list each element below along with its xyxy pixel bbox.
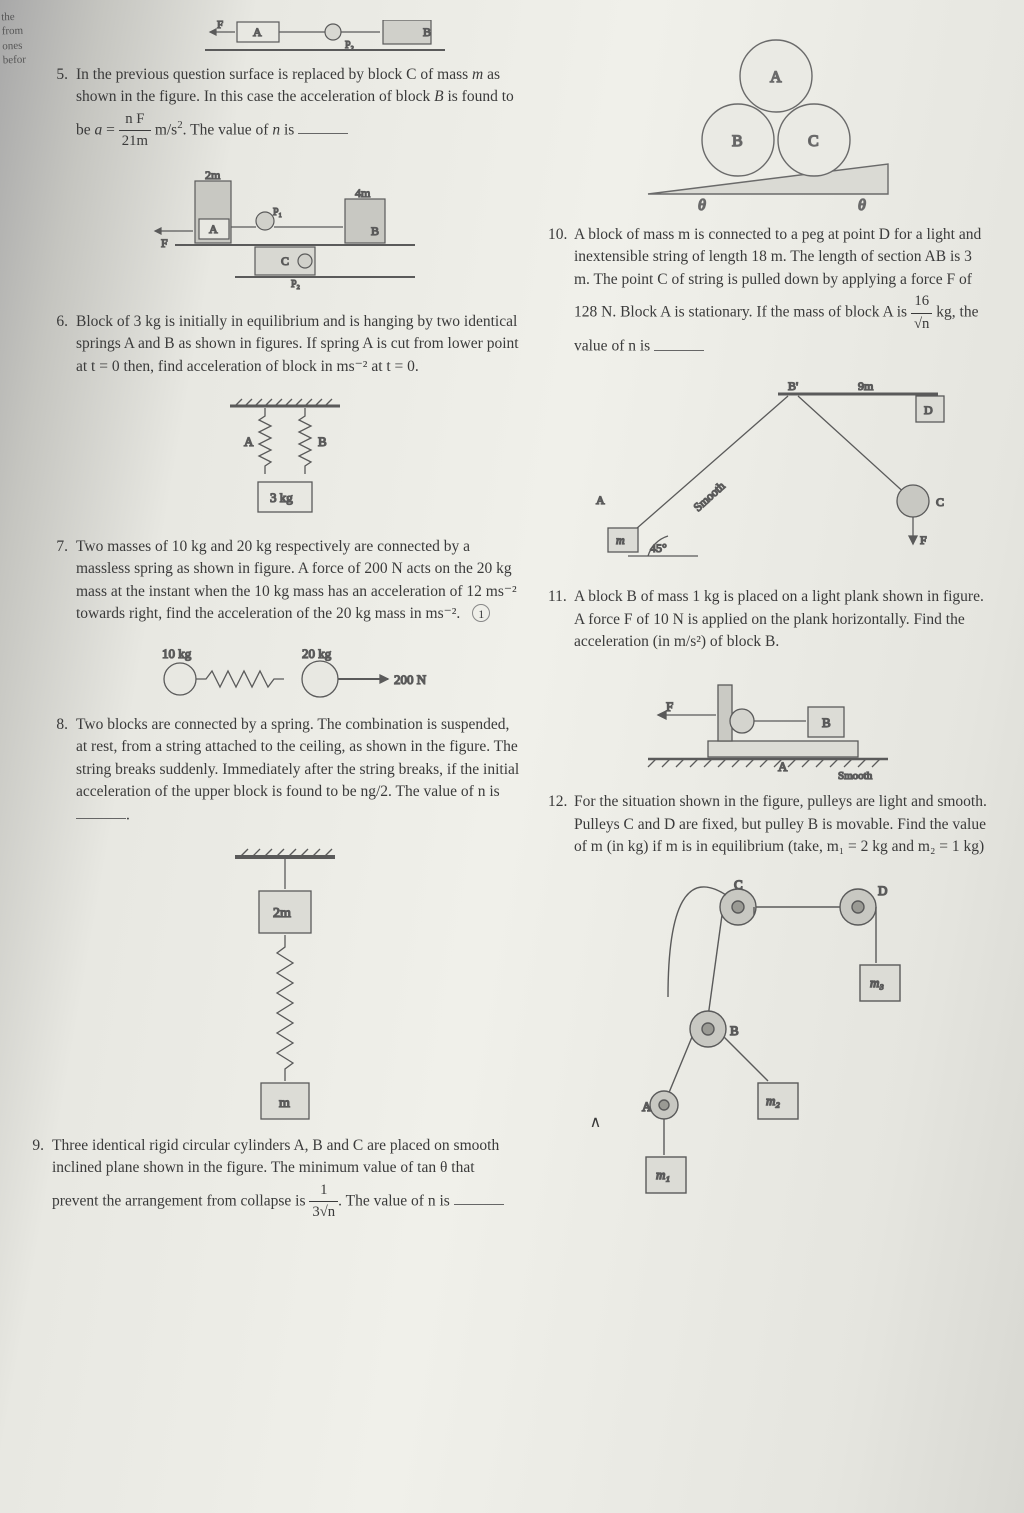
svg-text:B: B — [318, 434, 327, 449]
svg-text:A: A — [244, 434, 254, 449]
svg-text:A: A — [778, 759, 788, 774]
problem-number: 7. — [50, 536, 76, 626]
svg-text:9m: 9m — [858, 379, 874, 393]
hand-annotation: ∧ — [590, 1114, 602, 1131]
problem-text: Block of 3 kg is initially in equilibriu… — [76, 311, 520, 378]
q12-figure: C D m₃ B — [548, 877, 988, 1207]
problem-text: In the previous question surface is repl… — [76, 64, 520, 153]
q10-figure: B' 9m D C F m A — [548, 376, 988, 576]
problem-11: 11. A block B of mass 1 kg is placed on … — [548, 586, 988, 653]
svg-text:45°: 45° — [650, 541, 667, 555]
q8-figure: 2m m — [50, 845, 520, 1125]
svg-text:F: F — [217, 20, 223, 31]
svg-text:B: B — [822, 715, 831, 730]
svg-text:B: B — [423, 25, 431, 39]
svg-text:m: m — [279, 1096, 290, 1111]
problem-text: Two masses of 10 kg and 20 kg respective… — [76, 536, 520, 626]
problem-10: 10. A block of mass m is connected to a … — [548, 224, 988, 358]
svg-text:20 kg: 20 kg — [302, 646, 332, 661]
svg-text:m₂: m₂ — [766, 1093, 780, 1108]
problem-text: A block of mass m is connected to a peg … — [574, 224, 988, 358]
svg-text:D: D — [924, 403, 933, 417]
problem-number: 5. — [50, 64, 76, 153]
answer-blank — [654, 335, 704, 351]
svg-text:C: C — [936, 495, 944, 509]
svg-text:C: C — [808, 133, 819, 150]
svg-text:Smooth: Smooth — [838, 770, 873, 781]
svg-text:m: m — [616, 533, 625, 547]
svg-text:C: C — [281, 254, 289, 268]
svg-text:P₁: P₁ — [273, 207, 282, 218]
problem-number: 10. — [548, 224, 574, 358]
page-content: F A P₂ B 5. In th — [50, 0, 1024, 1513]
problem-text: Two blocks are connected by a spring. Th… — [76, 714, 520, 827]
svg-text:P₂: P₂ — [291, 279, 300, 290]
problem-text: A block B of mass 1 kg is placed on a li… — [574, 586, 988, 653]
svg-text:m₃: m₃ — [870, 975, 884, 990]
svg-text:F: F — [161, 236, 168, 250]
problem-5: 5. In the previous question surface is r… — [50, 64, 520, 153]
svg-text:θ: θ — [698, 197, 706, 214]
problem-number: 11. — [548, 586, 574, 653]
problem-number: 6. — [50, 311, 76, 378]
problem-12: 12. For the situation shown in the figur… — [548, 791, 988, 858]
svg-text:10 kg: 10 kg — [162, 646, 192, 661]
q5-top-figure: F A P₂ B — [130, 20, 520, 60]
svg-text:2m: 2m — [273, 906, 291, 921]
svg-text:A: A — [642, 1099, 652, 1114]
q11-figure: A F B Smooth — [548, 671, 988, 781]
svg-text:B: B — [371, 224, 379, 238]
svg-text:A: A — [209, 222, 218, 236]
answer-blank — [298, 119, 348, 135]
svg-text:A: A — [253, 25, 262, 39]
q9-figure: A B C θ θ — [548, 14, 988, 214]
answer-blank — [454, 1190, 504, 1206]
q6-figure: A B 3 kg — [50, 396, 520, 526]
problem-number: 12. — [548, 791, 574, 858]
svg-text:A: A — [770, 69, 782, 86]
svg-text:C: C — [734, 877, 743, 892]
problem-9: 9. Three identical rigid circular cylind… — [26, 1135, 520, 1224]
svg-text:Smooth: Smooth — [691, 479, 728, 514]
q5-figure: 2m 4m F A P₁ B C — [50, 171, 520, 301]
problem-number: 9. — [26, 1135, 52, 1224]
svg-text:B': B' — [788, 379, 798, 393]
spine-edge-text: the from ones befor — [1, 10, 26, 68]
problem-7: 7. Two masses of 10 kg and 20 kg respect… — [50, 536, 520, 626]
svg-text:B: B — [732, 133, 743, 150]
svg-text:3 kg: 3 kg — [270, 490, 293, 505]
answer-blank — [76, 804, 126, 820]
svg-text:A: A — [596, 493, 605, 507]
svg-text:θ: θ — [858, 197, 866, 214]
problem-text: For the situation shown in the figure, p… — [574, 791, 988, 858]
q7-figure: 10 kg 20 kg 200 N — [80, 644, 520, 704]
right-column: A B C θ θ 10. A block of mass m is conne… — [548, 10, 988, 1241]
problem-text: Three identical rigid circular cylinders… — [52, 1135, 520, 1224]
svg-text:2m: 2m — [205, 171, 221, 182]
answer-mark: 1 — [472, 604, 490, 622]
svg-text:B: B — [730, 1023, 739, 1038]
svg-text:D: D — [878, 883, 887, 898]
problem-8: 8. Two blocks are connected by a spring.… — [50, 714, 520, 827]
svg-text:200 N: 200 N — [394, 672, 427, 687]
problem-6: 6. Block of 3 kg is initially in equilib… — [50, 311, 520, 378]
left-column: F A P₂ B 5. In th — [50, 10, 520, 1241]
svg-text:4m: 4m — [355, 186, 371, 200]
svg-text:m₁: m₁ — [656, 1167, 670, 1182]
problem-number: 8. — [50, 714, 76, 827]
svg-text:F: F — [666, 699, 673, 714]
svg-text:F: F — [920, 533, 927, 547]
